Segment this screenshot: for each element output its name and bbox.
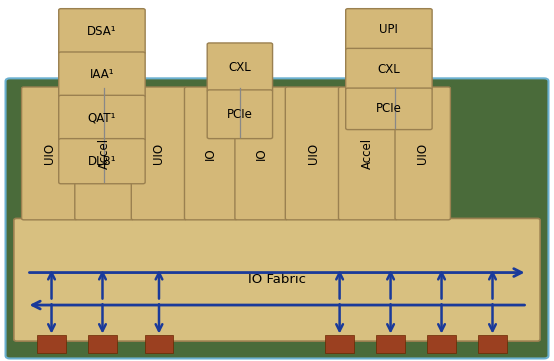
FancyBboxPatch shape bbox=[207, 43, 273, 92]
Bar bbox=[376, 335, 405, 353]
Text: IO: IO bbox=[255, 147, 268, 160]
Bar bbox=[427, 335, 456, 353]
FancyBboxPatch shape bbox=[184, 87, 237, 220]
Text: UIO: UIO bbox=[306, 143, 320, 164]
Text: Accel: Accel bbox=[98, 138, 111, 169]
FancyBboxPatch shape bbox=[207, 90, 273, 139]
Text: IO: IO bbox=[204, 147, 217, 160]
Bar bbox=[325, 335, 354, 353]
Text: CXL: CXL bbox=[377, 62, 401, 76]
Text: UIO: UIO bbox=[416, 143, 429, 164]
FancyBboxPatch shape bbox=[59, 9, 145, 54]
Text: UPI: UPI bbox=[379, 23, 398, 36]
Text: IAA¹: IAA¹ bbox=[90, 68, 114, 81]
FancyBboxPatch shape bbox=[346, 48, 432, 90]
FancyBboxPatch shape bbox=[285, 87, 341, 220]
Text: PCIe: PCIe bbox=[227, 108, 253, 121]
Bar bbox=[37, 335, 66, 353]
FancyBboxPatch shape bbox=[6, 78, 548, 358]
Text: Accel: Accel bbox=[361, 138, 375, 169]
FancyBboxPatch shape bbox=[22, 87, 77, 220]
Text: PCIe: PCIe bbox=[376, 102, 402, 116]
FancyBboxPatch shape bbox=[59, 139, 145, 184]
Text: CXL: CXL bbox=[228, 61, 252, 74]
FancyBboxPatch shape bbox=[338, 87, 397, 220]
Text: UIO: UIO bbox=[152, 143, 166, 164]
Text: DSA¹: DSA¹ bbox=[87, 25, 117, 38]
FancyBboxPatch shape bbox=[59, 95, 145, 140]
FancyBboxPatch shape bbox=[346, 88, 432, 130]
Text: DLB¹: DLB¹ bbox=[88, 155, 116, 168]
FancyBboxPatch shape bbox=[59, 52, 145, 97]
Bar bbox=[145, 335, 173, 353]
FancyBboxPatch shape bbox=[235, 87, 288, 220]
Bar bbox=[478, 335, 507, 353]
Text: IO Fabric: IO Fabric bbox=[248, 273, 306, 286]
FancyBboxPatch shape bbox=[395, 87, 450, 220]
FancyBboxPatch shape bbox=[131, 87, 187, 220]
FancyBboxPatch shape bbox=[75, 87, 134, 220]
FancyBboxPatch shape bbox=[346, 9, 432, 50]
Bar bbox=[88, 335, 117, 353]
FancyBboxPatch shape bbox=[14, 218, 540, 341]
Text: UIO: UIO bbox=[43, 143, 56, 164]
Text: QAT¹: QAT¹ bbox=[88, 111, 116, 125]
